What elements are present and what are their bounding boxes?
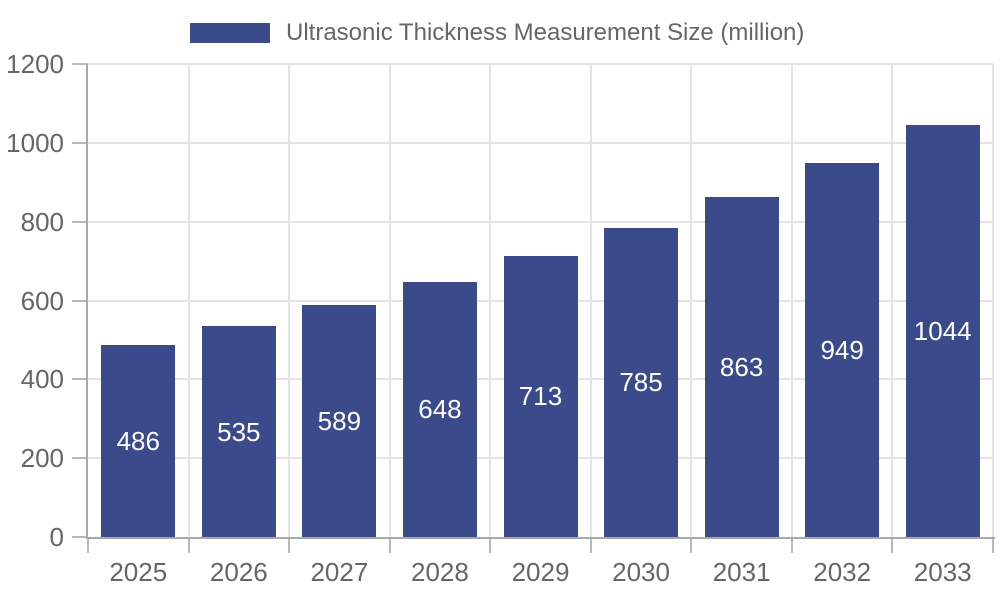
x-axis-tick <box>690 537 693 553</box>
gridline-vertical <box>388 64 391 537</box>
bar-value-label: 713 <box>518 381 563 412</box>
x-axis-tick <box>992 537 994 553</box>
bar-value-label: 863 <box>719 351 764 382</box>
y-axis-tick <box>72 457 88 460</box>
gridline-horizontal <box>88 141 993 144</box>
y-axis-tick <box>72 63 88 65</box>
gridline-vertical <box>288 64 291 537</box>
x-axis-tick <box>589 537 592 553</box>
x-axis-tick-label: 2032 <box>813 557 872 587</box>
y-axis-tick <box>72 299 88 302</box>
x-axis-tick-label: 2031 <box>712 557 771 587</box>
y-axis-tick-label: 1000 <box>6 127 64 158</box>
bar-value-label: 486 <box>116 426 160 457</box>
y-axis-tick-label: 600 <box>20 285 64 316</box>
x-axis-tick <box>891 537 894 553</box>
gridline-vertical <box>690 64 693 537</box>
gridline-vertical <box>790 64 793 537</box>
y-axis-tick-label: 800 <box>20 206 64 237</box>
x-axis-tick-label: 2029 <box>511 557 570 587</box>
y-axis-tick-label: 0 <box>49 522 64 552</box>
x-axis-tick <box>187 537 190 553</box>
y-axis-line <box>86 64 88 539</box>
bar-value-label: 648 <box>418 394 462 425</box>
y-axis-tick <box>72 536 88 538</box>
bar-2028[interactable] <box>402 281 477 537</box>
bar-2026[interactable] <box>201 326 276 537</box>
bar-value-label: 949 <box>820 334 864 365</box>
x-axis-tick-label: 2028 <box>411 557 469 587</box>
gridline-vertical <box>891 64 894 537</box>
x-axis-tick <box>790 537 793 553</box>
gridline-vertical <box>992 64 994 537</box>
x-axis-tick <box>388 537 391 553</box>
bar-2030[interactable] <box>604 227 679 537</box>
y-axis-tick-label: 400 <box>20 364 64 395</box>
bar-value-label: 589 <box>317 405 362 436</box>
y-axis-tick <box>72 378 88 381</box>
bar-2033[interactable] <box>905 125 980 537</box>
x-axis-tick-label: 2025 <box>109 557 168 587</box>
x-axis-tick <box>489 537 492 553</box>
legend-swatch-icon <box>190 23 270 43</box>
bar-2032[interactable] <box>805 162 880 537</box>
bar-value-label: 1044 <box>913 316 972 347</box>
bar-2029[interactable] <box>503 255 578 537</box>
gridline-vertical <box>589 64 592 537</box>
y-axis-tick-label: 200 <box>20 443 64 474</box>
y-axis-tick <box>72 220 88 223</box>
gridline-vertical <box>187 64 190 537</box>
bar-2027[interactable] <box>302 304 377 537</box>
bar-2025[interactable] <box>101 345 176 537</box>
legend-item[interactable]: Ultrasonic Thickness Measurement Size (m… <box>190 19 804 47</box>
legend-label: Ultrasonic Thickness Measurement Size (m… <box>286 19 805 46</box>
x-axis-tick <box>288 537 291 553</box>
gridline-horizontal <box>88 220 993 223</box>
x-axis-tick-label: 2026 <box>209 557 268 587</box>
y-axis-tick-label: 1200 <box>6 49 64 79</box>
x-axis-tick-label: 2030 <box>612 557 670 587</box>
x-axis-tick <box>87 537 89 553</box>
x-axis-line <box>86 537 995 539</box>
y-axis-tick <box>72 141 88 144</box>
gridline-horizontal <box>88 63 993 65</box>
gridline-vertical <box>489 64 492 537</box>
x-axis-tick-label: 2033 <box>913 557 972 587</box>
bar-value-label: 535 <box>217 416 261 447</box>
x-axis-tick-label: 2027 <box>310 557 369 587</box>
bar-2031[interactable] <box>704 196 779 537</box>
bar-value-label: 785 <box>619 367 663 398</box>
